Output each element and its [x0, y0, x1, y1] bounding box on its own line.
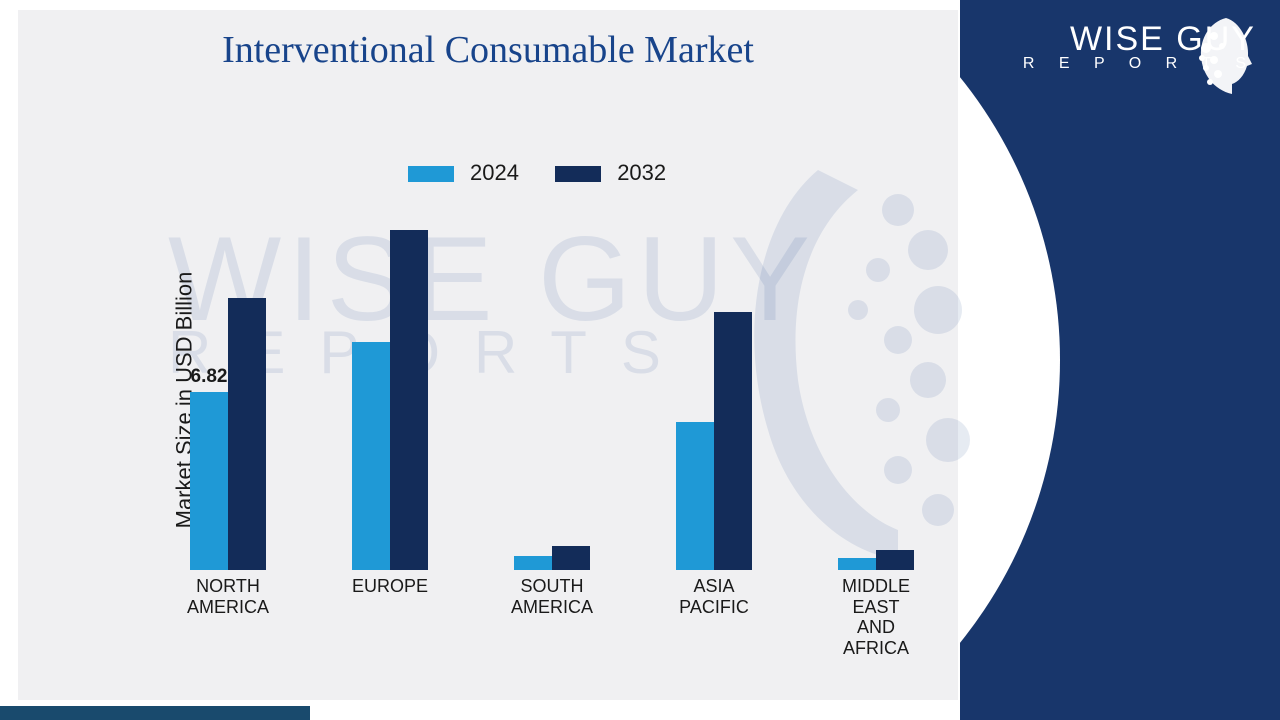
bottom-accent-bar	[0, 706, 310, 720]
bar-2024	[352, 342, 390, 570]
legend-label-2032: 2032	[617, 160, 666, 185]
legend-swatch-2032	[555, 166, 601, 182]
chart-area: 2024 2032 Market Size in USD Billion 6.8…	[112, 160, 932, 640]
chart-panel: Interventional Consumable Market WISE GU…	[18, 10, 958, 700]
bar-2024	[190, 392, 228, 570]
bar-2024	[676, 422, 714, 570]
bar-2032	[876, 550, 914, 570]
logo-head-icon	[1192, 16, 1262, 96]
chart-title: Interventional Consumable Market	[18, 28, 958, 72]
legend-swatch-2024	[408, 166, 454, 182]
category-label: NORTHAMERICA	[168, 576, 288, 617]
category-label: SOUTHAMERICA	[492, 576, 612, 617]
bar-value-label: 6.82	[174, 366, 244, 388]
category-label: ASIAPACIFIC	[654, 576, 774, 617]
bar-2024	[838, 558, 876, 570]
stage: Interventional Consumable Market WISE GU…	[0, 0, 1280, 720]
bar-2032	[228, 298, 266, 570]
plot-area: 6.82	[154, 200, 914, 570]
bar-2032	[714, 312, 752, 570]
bar-2032	[552, 546, 590, 570]
legend: 2024 2032	[112, 160, 932, 186]
bar-2024	[514, 556, 552, 570]
category-label: MIDDLEEASTANDAFRICA	[816, 576, 936, 659]
brand-logo: WISE GUY R E P O R T S	[1023, 20, 1256, 73]
legend-label-2024: 2024	[470, 160, 519, 185]
bar-2032	[390, 230, 428, 570]
category-label: EUROPE	[330, 576, 450, 597]
